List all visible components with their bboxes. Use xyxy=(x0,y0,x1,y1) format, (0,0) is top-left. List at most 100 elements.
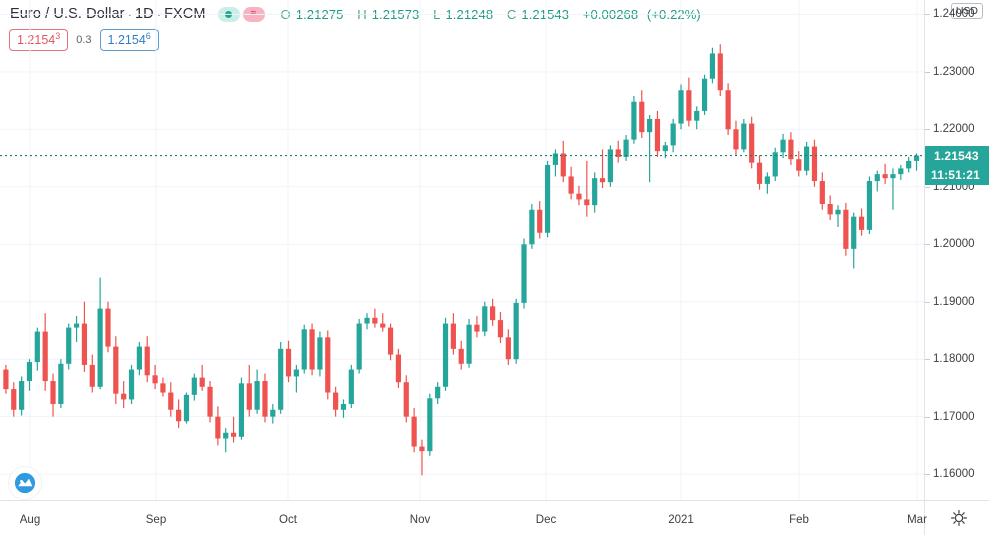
candle xyxy=(309,323,315,376)
candle xyxy=(505,329,511,365)
price-tick: 1.24000 xyxy=(925,8,975,21)
bid-price-box[interactable]: 1.21543 xyxy=(9,29,69,51)
candle xyxy=(317,331,323,377)
candle xyxy=(898,164,904,180)
candle xyxy=(497,312,504,344)
time-tick: Mar xyxy=(907,514,927,526)
candle xyxy=(411,408,417,453)
candle xyxy=(89,354,95,393)
price-tick: 1.20000 xyxy=(925,238,975,251)
candle xyxy=(19,376,25,416)
candle xyxy=(356,318,362,374)
price-tick: 1.16000 xyxy=(925,468,975,481)
spread-value: 0.3 xyxy=(76,34,92,46)
candle xyxy=(819,172,825,210)
candle xyxy=(435,382,441,405)
candle xyxy=(278,341,284,414)
candle xyxy=(741,118,747,153)
candle xyxy=(372,308,378,328)
ask-price-box[interactable]: 1.21546 xyxy=(99,29,159,51)
candle xyxy=(631,95,637,144)
candle xyxy=(183,392,190,424)
price-scale[interactable]: USD 1.24000 1.23000 1.22000 1.21000 1.20000 1… xyxy=(924,0,989,500)
candle xyxy=(58,359,64,409)
candle xyxy=(811,139,818,187)
candle xyxy=(890,168,896,210)
candle xyxy=(521,238,527,309)
candle xyxy=(427,393,433,456)
candle xyxy=(788,132,794,165)
candlestick-plot[interactable] xyxy=(0,0,924,500)
candle xyxy=(835,205,841,228)
scale-divider xyxy=(924,501,925,535)
candle xyxy=(474,316,480,338)
candle xyxy=(647,114,653,183)
candle xyxy=(152,364,158,390)
candle xyxy=(191,373,197,401)
bid-ask-row: 1.21543 0.3 1.21546 xyxy=(9,29,159,51)
candle xyxy=(403,375,409,423)
time-tick: Feb xyxy=(789,514,809,526)
gear-icon[interactable] xyxy=(950,509,968,527)
candle xyxy=(285,340,292,383)
candle xyxy=(780,133,786,159)
candle xyxy=(804,141,810,176)
candle xyxy=(882,163,888,184)
candle xyxy=(325,330,331,400)
candle xyxy=(568,166,574,200)
candle xyxy=(466,318,472,368)
tradingview-logo-icon[interactable] xyxy=(8,466,42,500)
candle xyxy=(866,176,873,234)
candle xyxy=(576,185,582,206)
candle xyxy=(678,84,684,130)
candle xyxy=(670,118,676,153)
candle xyxy=(333,386,339,417)
candle xyxy=(592,172,598,213)
candle xyxy=(3,364,9,394)
candle xyxy=(230,416,237,443)
candle xyxy=(906,156,912,173)
candle xyxy=(270,404,276,424)
candle xyxy=(50,373,56,417)
candle xyxy=(796,151,802,177)
price-tick: 1.19000 xyxy=(925,295,975,308)
candle xyxy=(560,140,566,183)
candle xyxy=(380,313,386,332)
bid-price-sup: 3 xyxy=(55,31,61,42)
candle xyxy=(97,277,103,390)
candle xyxy=(215,406,221,446)
price-tick: 1.23000 xyxy=(925,65,975,78)
time-tick: Nov xyxy=(409,514,431,526)
candle xyxy=(387,323,394,361)
candle xyxy=(654,110,661,157)
time-tick: 2021 xyxy=(668,514,694,526)
currency-badge[interactable]: USD xyxy=(950,3,983,20)
candle xyxy=(450,313,456,355)
time-tick: Dec xyxy=(535,514,557,526)
candle xyxy=(238,377,245,440)
candle xyxy=(749,116,755,169)
candle xyxy=(26,359,33,391)
candle xyxy=(694,106,700,130)
candle xyxy=(160,377,166,397)
candle xyxy=(128,364,135,405)
candle xyxy=(81,301,88,372)
candle xyxy=(733,120,739,156)
candle xyxy=(772,147,778,182)
candle xyxy=(11,382,17,417)
candle xyxy=(176,399,182,429)
candle xyxy=(144,336,150,383)
candle xyxy=(552,149,559,177)
price-tick: 1.18000 xyxy=(925,353,975,366)
current-price-label[interactable]: 1.21543 xyxy=(925,145,989,166)
time-scale[interactable]: Aug Sep Oct Nov Dec 2021 Feb Mar xyxy=(0,500,989,535)
candle xyxy=(482,301,488,337)
candle xyxy=(764,172,770,194)
bid-price: 1.2154 xyxy=(17,33,56,48)
candle xyxy=(34,327,40,371)
time-tick: Oct xyxy=(279,514,297,526)
ask-price: 1.2154 xyxy=(107,33,146,48)
chart-canvas xyxy=(0,0,924,500)
candle xyxy=(395,348,402,388)
